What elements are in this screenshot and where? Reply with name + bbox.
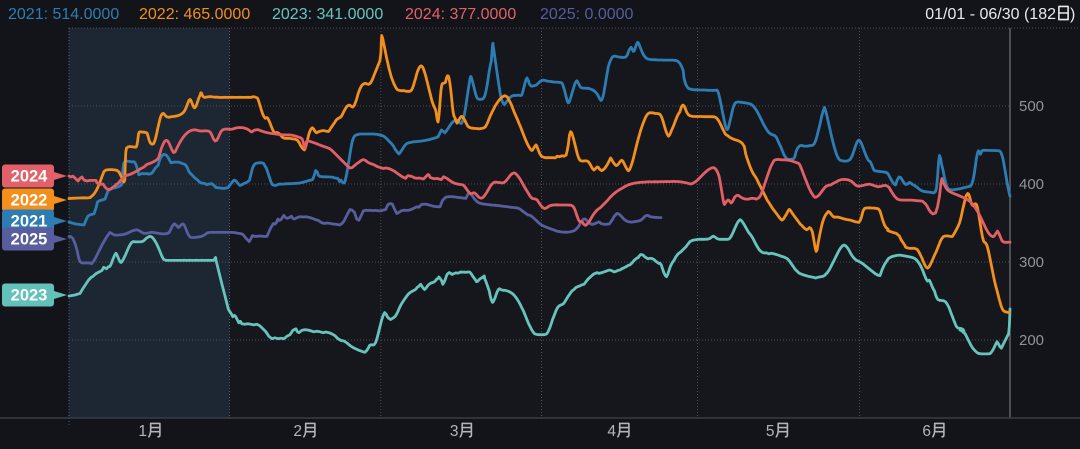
- svg-text:2023: 2023: [11, 287, 48, 305]
- svg-text:01/01 - 06/30 (182: 01/01 - 06/30 (182: [925, 6, 1056, 23]
- svg-text:2: 2: [293, 423, 302, 440]
- svg-text:2022: 2022: [11, 192, 48, 210]
- svg-text:2021: 2021: [11, 213, 48, 231]
- svg-text:1: 1: [138, 423, 147, 440]
- svg-text:2023: 341.0000: 2023: 341.0000: [272, 6, 383, 23]
- svg-text:2024: 377.0000: 2024: 377.0000: [405, 6, 516, 23]
- svg-text:2021: 514.0000: 2021: 514.0000: [8, 6, 119, 23]
- svg-text:3: 3: [450, 423, 459, 440]
- svg-text:2025: 2025: [11, 231, 48, 249]
- svg-text:5: 5: [766, 423, 775, 440]
- svg-text:2024: 2024: [11, 168, 49, 186]
- svg-text:): ): [1070, 6, 1075, 23]
- svg-text:2025: 0.0000: 2025: 0.0000: [540, 6, 634, 23]
- svg-text:400: 400: [1019, 176, 1044, 193]
- svg-text:4: 4: [607, 423, 616, 440]
- svg-text:300: 300: [1019, 254, 1044, 271]
- svg-text:2022: 465.0000: 2022: 465.0000: [139, 6, 250, 23]
- svg-text:200: 200: [1019, 332, 1044, 349]
- svg-text:500: 500: [1019, 98, 1044, 115]
- svg-text:6: 6: [922, 423, 931, 440]
